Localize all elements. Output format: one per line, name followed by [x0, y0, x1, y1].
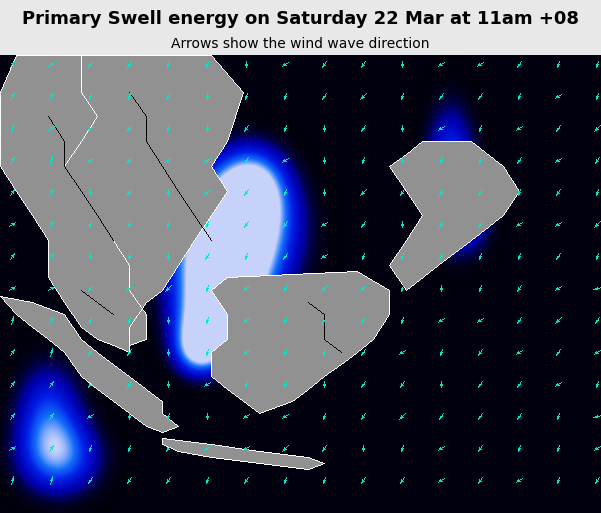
Text: Arrows show the wind wave direction: Arrows show the wind wave direction	[171, 37, 430, 51]
Text: Primary Swell energy on Saturday 22 Mar at 11am +08: Primary Swell energy on Saturday 22 Mar …	[22, 10, 579, 28]
